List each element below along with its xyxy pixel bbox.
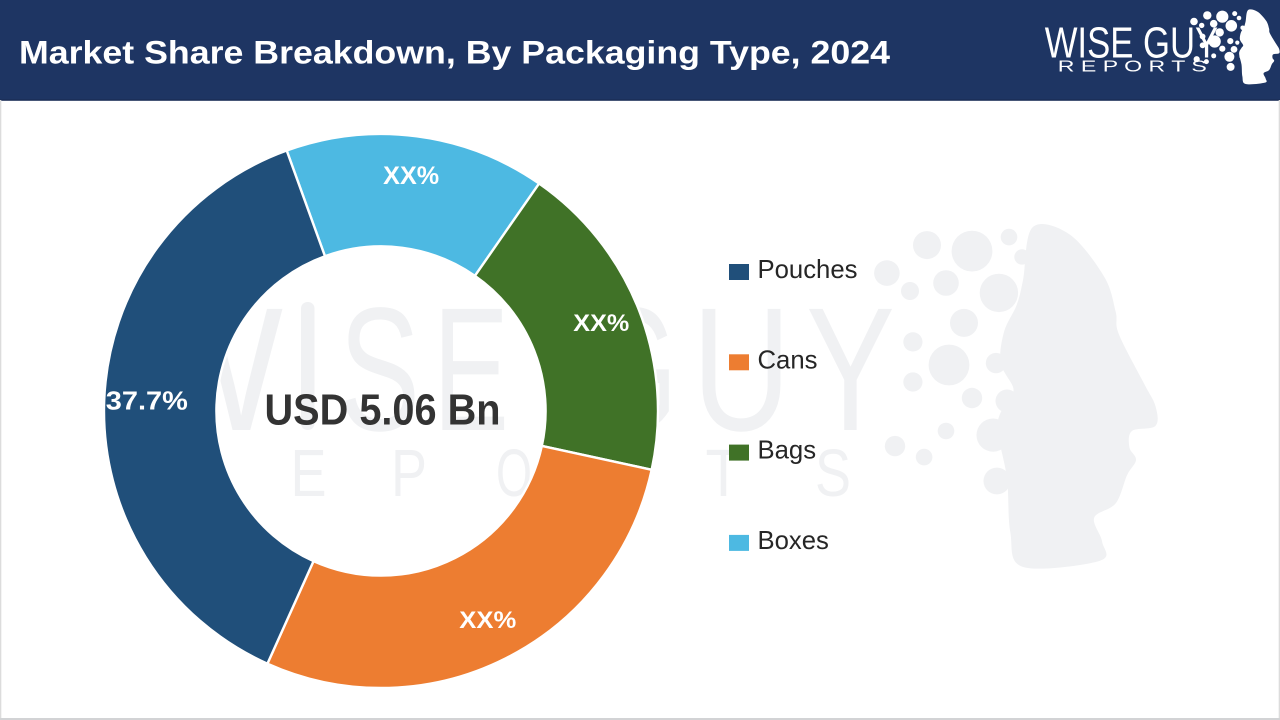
svg-text:Boxes: Boxes [758,527,829,555]
svg-text:Cans: Cans [758,346,818,374]
svg-text:Y: Y [806,272,895,468]
svg-text:R E P O R T S: R E P O R T S [1058,59,1207,76]
svg-text:XX%: XX% [573,310,629,337]
svg-text:USD 5.06 Bn: USD 5.06 Bn [265,387,501,435]
svg-text:Market Share Breakdown, By Pac: Market Share Breakdown, By Packaging Typ… [19,34,890,71]
svg-text:E: E [433,272,509,468]
svg-text:Pouches: Pouches [758,256,858,284]
svg-text:E: E [291,436,327,511]
svg-text:S: S [339,272,420,468]
svg-text:WISE GUY: WISE GUY [1045,19,1219,68]
svg-text:XX%: XX% [459,607,516,634]
svg-text:S: S [815,436,851,511]
svg-text:P: P [391,436,427,511]
svg-text:37.7%: 37.7% [106,386,188,416]
svg-text:Bags: Bags [758,437,817,465]
svg-text:XX%: XX% [383,162,439,190]
